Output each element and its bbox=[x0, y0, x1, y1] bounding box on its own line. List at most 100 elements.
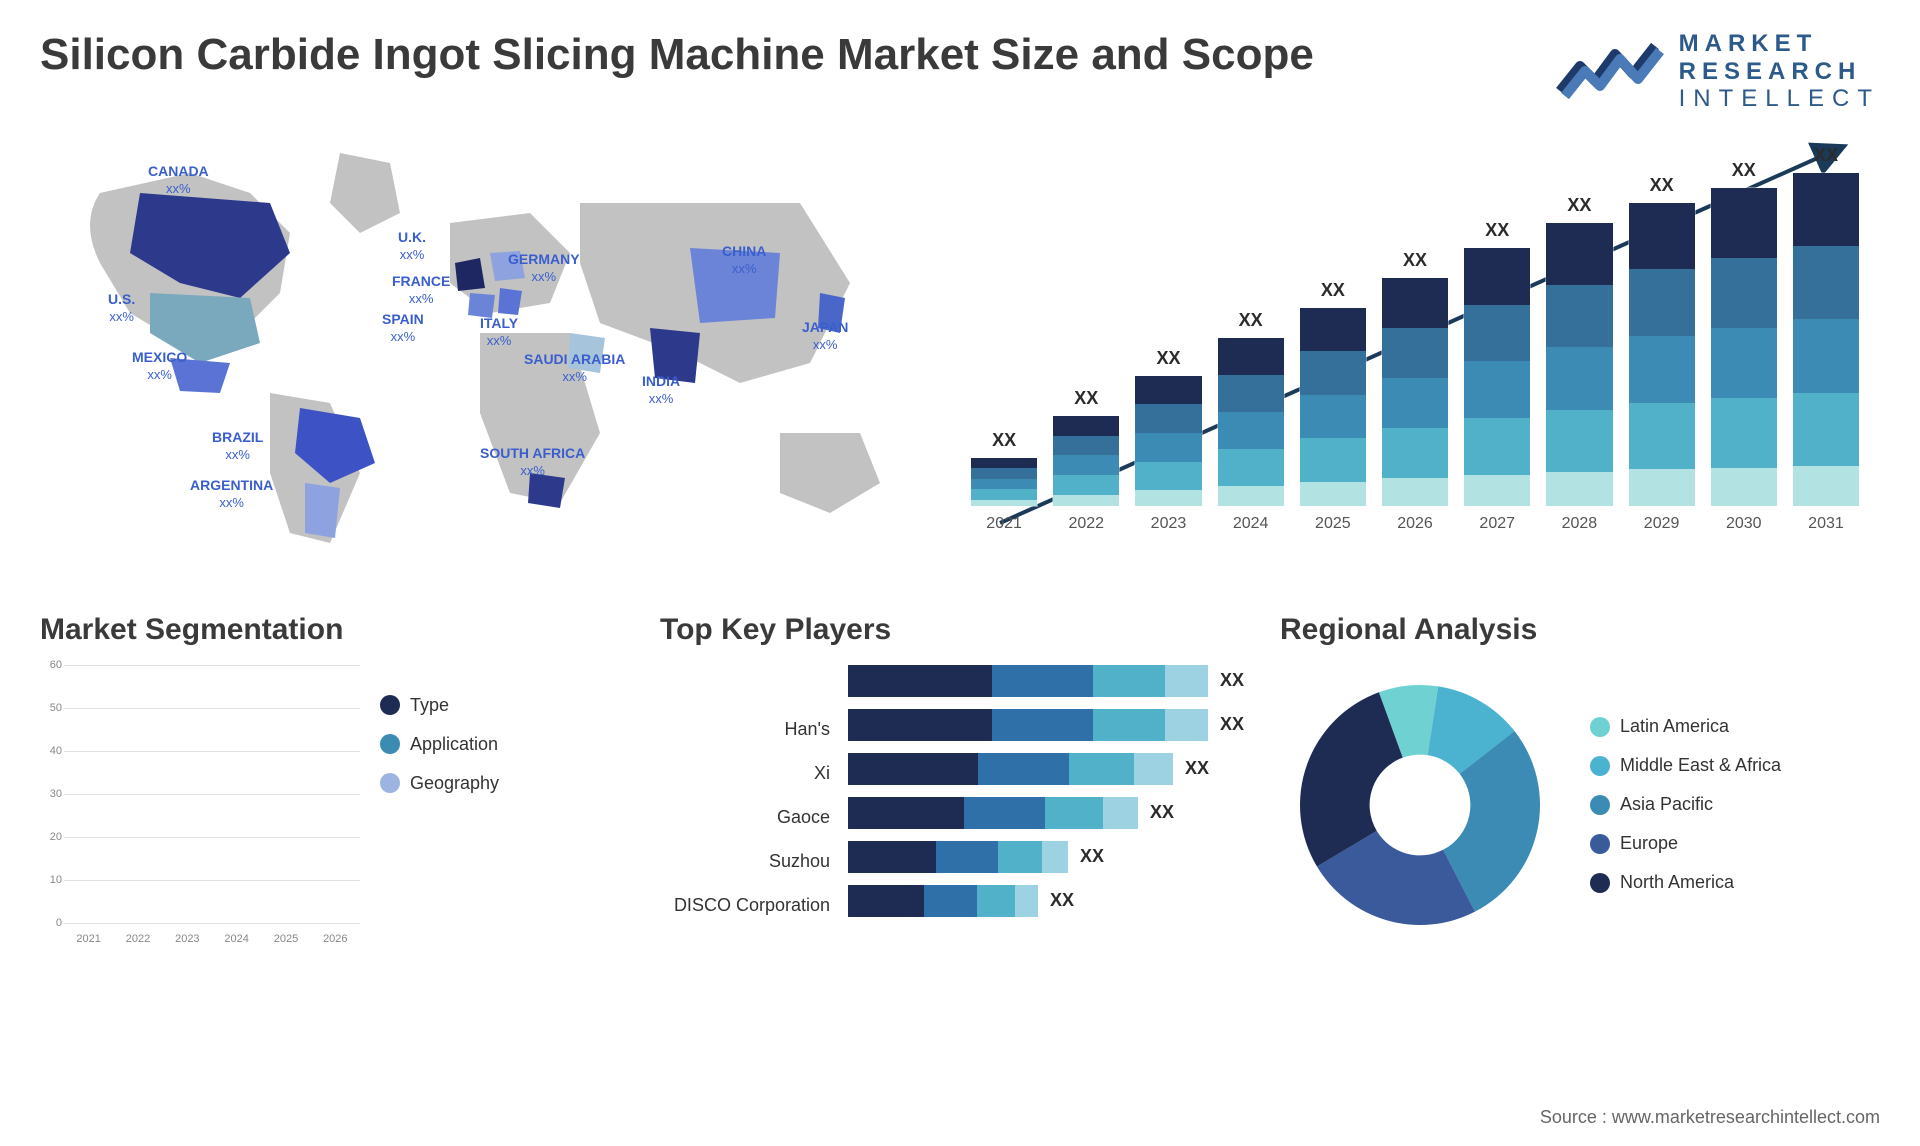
player-value: XX bbox=[1150, 802, 1174, 823]
legend-item: North America bbox=[1590, 872, 1781, 893]
segmentation-title: Market Segmentation bbox=[40, 613, 640, 647]
player-value: XX bbox=[1080, 846, 1104, 867]
year-column: XX2022 bbox=[1052, 388, 1120, 533]
source-line: Source : www.marketresearchintellect.com bbox=[1540, 1107, 1880, 1128]
legend-swatch bbox=[1590, 717, 1610, 737]
year-column: XX 2029 bbox=[1628, 175, 1696, 533]
year-value: XX bbox=[1485, 220, 1509, 241]
year-value: XX bbox=[1239, 310, 1263, 331]
year-column: XX 2030 bbox=[1710, 160, 1778, 533]
year-column: XX2031 bbox=[1792, 145, 1860, 533]
market-size-chart: XX2021XX2022XX2023XX2024XX2025XX2026XX20… bbox=[950, 133, 1880, 573]
regional-legend: Latin America Middle East & Africa Asia Pa… bbox=[1590, 716, 1781, 893]
map-label: SAUDI ARABIAxx% bbox=[524, 351, 625, 386]
year-label: 2030 bbox=[1726, 515, 1762, 533]
regional-donut bbox=[1280, 665, 1560, 945]
map-label: BRAZILxx% bbox=[212, 429, 263, 464]
year-value: XX bbox=[1650, 175, 1674, 196]
legend-swatch bbox=[380, 773, 400, 793]
legend-item: Europe bbox=[1590, 833, 1781, 854]
map-label: INDIAxx% bbox=[642, 373, 680, 408]
map-label: ITALYxx% bbox=[480, 315, 518, 350]
legend-swatch bbox=[1590, 873, 1610, 893]
segmentation-panel: Market Segmentation 0102030405060 202120… bbox=[40, 613, 640, 945]
map-label: SOUTH AFRICAxx% bbox=[480, 445, 585, 480]
year-stack bbox=[1628, 202, 1696, 507]
year-label: 2029 bbox=[1644, 515, 1680, 533]
player-row: XX bbox=[848, 753, 1260, 785]
segmentation-plot: 0102030405060 202120222023202420252026 bbox=[40, 665, 360, 945]
year-stack bbox=[1217, 337, 1285, 507]
legend-item: Asia Pacific bbox=[1590, 794, 1781, 815]
year-value: XX bbox=[1156, 348, 1180, 369]
year-value: XX bbox=[1074, 388, 1098, 409]
size-bars: XX2021XX2022XX2023XX2024XX2025XX2026XX20… bbox=[970, 143, 1860, 533]
year-label: 2031 bbox=[1808, 515, 1844, 533]
year-column: XX 2025 bbox=[1299, 280, 1367, 533]
year-label: 2023 bbox=[1151, 515, 1187, 533]
regional-title: Regional Analysis bbox=[1280, 613, 1880, 647]
map-label: JAPANxx% bbox=[802, 319, 848, 354]
year-column: XX 2027 bbox=[1463, 220, 1531, 533]
year-column: XX 2021 bbox=[970, 430, 1038, 533]
player-value: XX bbox=[1220, 714, 1244, 735]
year-value: XX bbox=[1321, 280, 1345, 301]
year-value: XX bbox=[1567, 195, 1591, 216]
map-label: U.S.xx% bbox=[108, 291, 135, 326]
logo-text: MARKET RESEARCH INTELLECT bbox=[1679, 30, 1880, 113]
legend-item: Latin America bbox=[1590, 716, 1781, 737]
year-label: 2021 bbox=[986, 515, 1022, 533]
year-stack bbox=[1463, 247, 1531, 507]
player-row: XX bbox=[848, 885, 1260, 917]
year-label: 2028 bbox=[1562, 515, 1598, 533]
segmentation-y-axis: 0102030405060 bbox=[40, 665, 64, 923]
year-stack bbox=[1381, 277, 1449, 507]
segmentation-legend: TypeApplicationGeography bbox=[380, 665, 499, 945]
player-row: XX bbox=[848, 841, 1260, 873]
segmentation-chart: 0102030405060 202120222023202420252026 T… bbox=[40, 665, 640, 945]
regional-panel: Regional Analysis Latin America Middle Ea… bbox=[1280, 613, 1880, 945]
year-stack bbox=[970, 457, 1038, 507]
world-map: CANADAxx%U.S.xx%MEXICOxx%BRAZILxx%ARGENT… bbox=[40, 133, 920, 563]
map-label: GERMANYxx% bbox=[508, 251, 580, 286]
bottom-row: Market Segmentation 0102030405060 202120… bbox=[40, 613, 1880, 945]
year-value: XX bbox=[992, 430, 1016, 451]
source-url: www.marketresearchintellect.com bbox=[1612, 1107, 1880, 1127]
year-stack bbox=[1710, 187, 1778, 507]
year-stack bbox=[1299, 307, 1367, 507]
logo-mark-icon bbox=[1555, 36, 1665, 106]
year-column: XX2026 bbox=[1381, 250, 1449, 533]
legend-swatch bbox=[1590, 834, 1610, 854]
player-value: XX bbox=[1050, 890, 1074, 911]
map-label: SPAINxx% bbox=[382, 311, 424, 346]
year-stack bbox=[1134, 375, 1202, 507]
legend-item: Middle East & Africa bbox=[1590, 755, 1781, 776]
legend-swatch bbox=[1590, 795, 1610, 815]
player-name: Suzhou bbox=[660, 839, 830, 883]
donut-slice bbox=[1300, 692, 1403, 866]
year-label: 2025 bbox=[1315, 515, 1351, 533]
key-players-bars: XX XX XX XX XX XX bbox=[848, 665, 1260, 927]
legend-item: Geography bbox=[380, 773, 499, 794]
player-name: DISCO Corporation bbox=[660, 883, 830, 927]
brand-logo: MARKET RESEARCH INTELLECT bbox=[1555, 30, 1880, 113]
segmentation-x-labels: 202120222023202420252026 bbox=[64, 933, 360, 945]
player-value: XX bbox=[1185, 758, 1209, 779]
legend-swatch bbox=[380, 734, 400, 754]
top-row: CANADAxx%U.S.xx%MEXICOxx%BRAZILxx%ARGENT… bbox=[40, 133, 1880, 573]
year-label: 2027 bbox=[1479, 515, 1515, 533]
map-label: ARGENTINAxx% bbox=[190, 477, 273, 512]
player-row: XX bbox=[848, 665, 1260, 697]
player-row: XX bbox=[848, 709, 1260, 741]
legend-swatch bbox=[380, 695, 400, 715]
year-column: XX 2023 bbox=[1134, 348, 1202, 533]
map-label: U.K.xx% bbox=[398, 229, 426, 264]
player-value: XX bbox=[1220, 670, 1244, 691]
year-column: XX2024 bbox=[1217, 310, 1285, 533]
legend-item: Type bbox=[380, 695, 499, 716]
header: Silicon Carbide Ingot Slicing Machine Ma… bbox=[40, 30, 1880, 113]
key-players-panel: Top Key Players Han'sXiGaoceSuzhouDISCO … bbox=[660, 613, 1260, 945]
player-name: Han's bbox=[660, 707, 830, 751]
player-name: Xi bbox=[660, 751, 830, 795]
year-value: XX bbox=[1732, 160, 1756, 181]
